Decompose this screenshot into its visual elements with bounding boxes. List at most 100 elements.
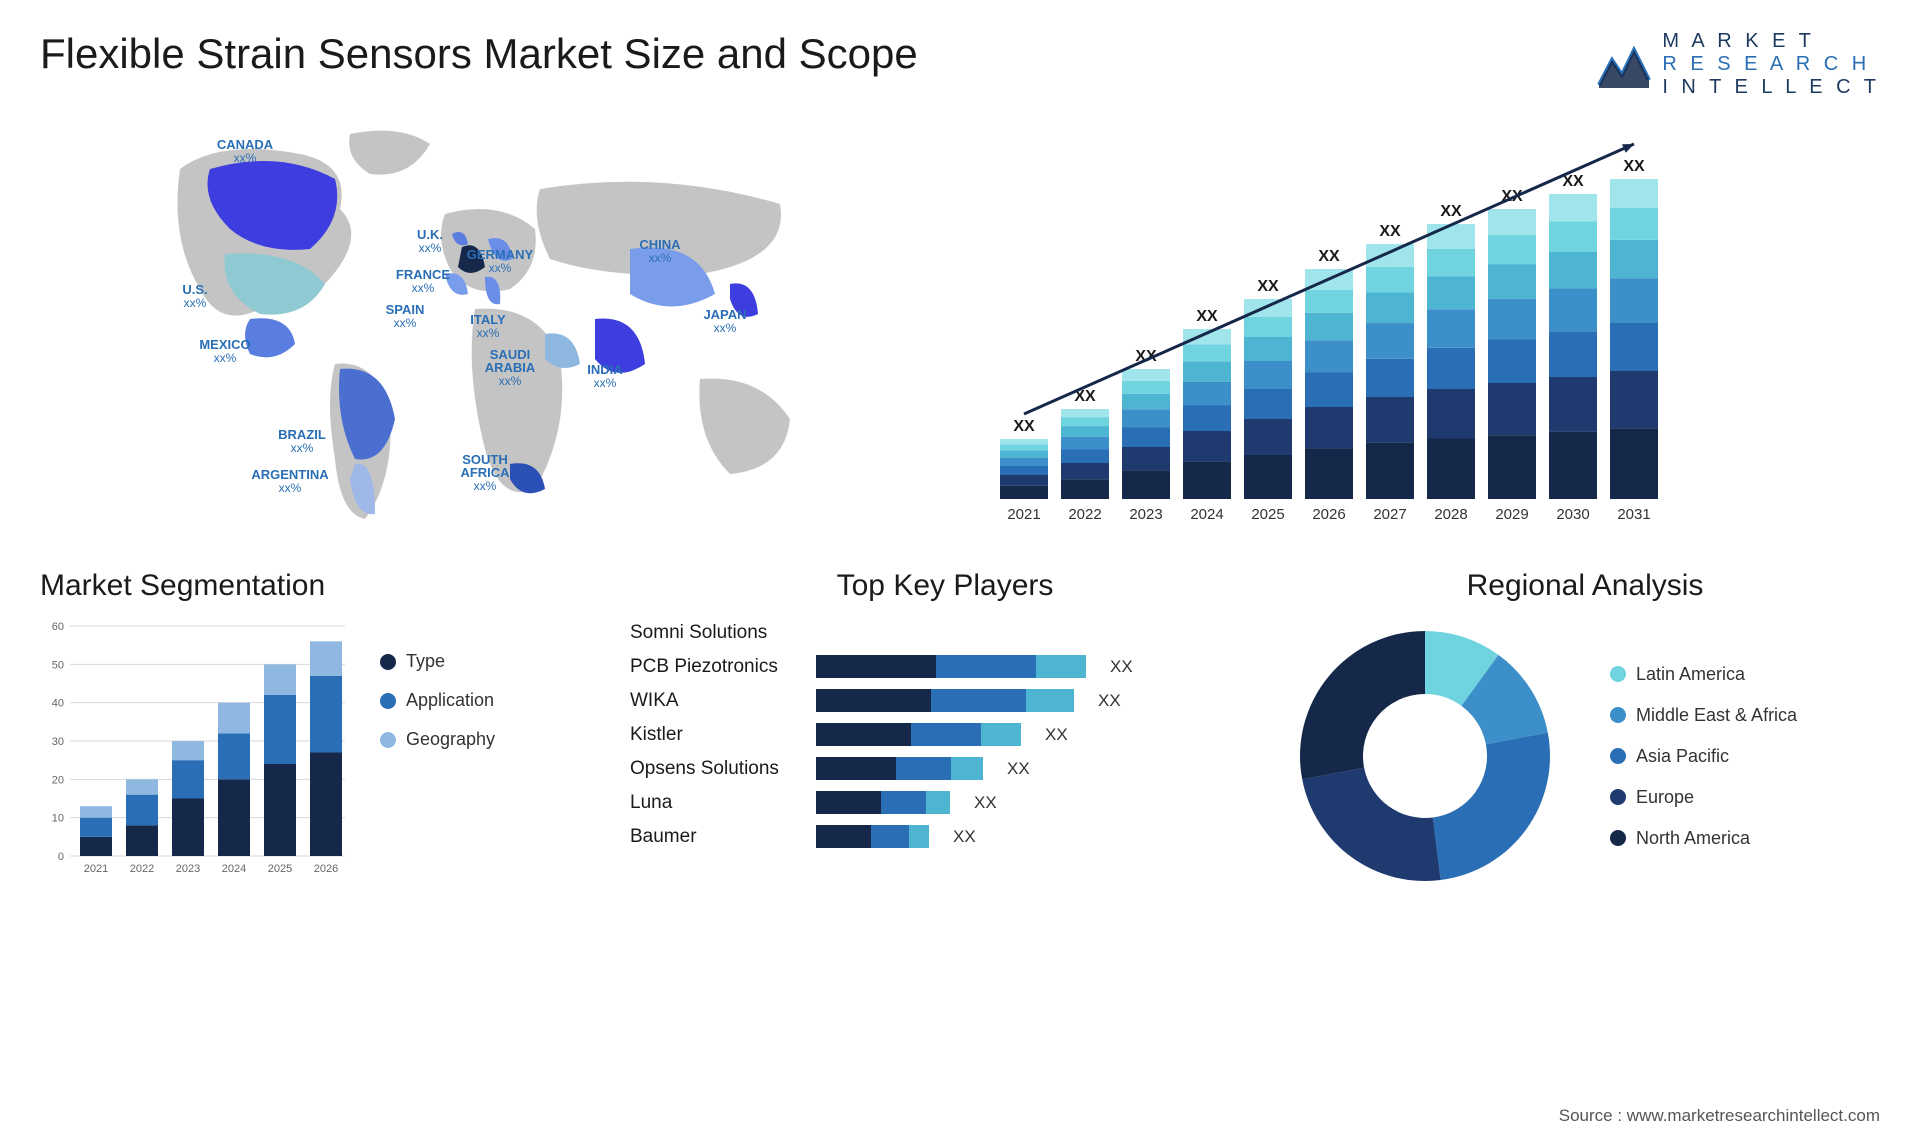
segmentation-bar-chart: 0102030405060202120222023202420252026 (40, 621, 350, 881)
svg-text:xx%: xx% (499, 374, 522, 388)
legend-swatch (1610, 789, 1626, 805)
player-bar-segment (881, 791, 926, 814)
svg-text:2026: 2026 (314, 863, 338, 875)
player-bar-segment (981, 723, 1021, 746)
legend-label: Latin America (1636, 664, 1745, 685)
world-map: CANADAxx%U.S.xx%MEXICOxx%BRAZILxx%ARGENT… (40, 119, 940, 539)
svg-text:FRANCE: FRANCE (396, 267, 450, 282)
player-name: Opsens Solutions (630, 758, 800, 780)
legend-item: Application (380, 690, 495, 711)
legend-label: Application (406, 690, 494, 711)
segmentation-legend: Type Application Geography (380, 621, 495, 881)
svg-text:60: 60 (52, 621, 64, 633)
legend-item: Type (380, 651, 495, 672)
svg-text:GERMANY: GERMANY (467, 247, 534, 262)
player-bar-segment (1026, 689, 1074, 712)
svg-text:XX: XX (1379, 223, 1401, 240)
svg-text:BRAZIL: BRAZIL (278, 427, 326, 442)
segmentation-title: Market Segmentation (40, 569, 600, 603)
regional-title: Regional Analysis (1290, 569, 1880, 603)
player-bar (816, 825, 929, 848)
svg-text:2025: 2025 (268, 863, 292, 875)
player-bar (816, 723, 1021, 746)
svg-text:xx%: xx% (394, 316, 417, 330)
svg-text:CHINA: CHINA (639, 237, 681, 252)
brand-logo: M A R K E T R E S E A R C H I N T E L L … (1594, 30, 1880, 99)
player-name: Kistler (630, 724, 800, 746)
svg-text:U.K.: U.K. (417, 227, 443, 242)
page-title: Flexible Strain Sensors Market Size and … (40, 30, 918, 78)
source-attribution: Source : www.marketresearchintellect.com (1559, 1106, 1880, 1126)
player-row: KistlerXX (630, 723, 1260, 746)
svg-text:SPAIN: SPAIN (386, 302, 425, 317)
legend-label: North America (1636, 828, 1750, 849)
svg-text:40: 40 (52, 698, 64, 710)
player-bar-segment (926, 791, 950, 814)
svg-text:JAPAN: JAPAN (703, 307, 746, 322)
regional-panel: Regional Analysis Latin America Middle Ea… (1290, 569, 1880, 909)
svg-text:2030: 2030 (1556, 506, 1589, 523)
svg-text:xx%: xx% (477, 326, 500, 340)
svg-text:2021: 2021 (1007, 506, 1040, 523)
svg-text:xx%: xx% (234, 151, 257, 165)
svg-text:MEXICO: MEXICO (199, 337, 250, 352)
player-bar-segment (816, 689, 931, 712)
svg-text:XX: XX (1440, 203, 1462, 220)
regional-donut-chart (1290, 621, 1560, 891)
svg-text:ARGENTINA: ARGENTINA (251, 467, 329, 482)
player-name: PCB Piezotronics (630, 656, 800, 678)
legend-label: Europe (1636, 787, 1694, 808)
player-value: XX (953, 827, 976, 847)
player-row: Somni Solutions (630, 621, 1260, 644)
svg-text:xx%: xx% (594, 376, 617, 390)
logo-icon (1594, 40, 1654, 90)
player-row: Luna XX (630, 791, 1260, 814)
svg-text:30: 30 (52, 736, 64, 748)
player-bar-segment (911, 723, 981, 746)
legend-item: North America (1610, 828, 1797, 849)
svg-text:INDIA: INDIA (587, 362, 623, 377)
player-bar-segment (816, 757, 896, 780)
legend-swatch (1610, 830, 1626, 846)
player-value: XX (1098, 691, 1121, 711)
players-title: Top Key Players (630, 569, 1260, 603)
svg-text:2028: 2028 (1434, 506, 1467, 523)
legend-label: Asia Pacific (1636, 746, 1729, 767)
svg-text:2026: 2026 (1312, 506, 1345, 523)
player-bar-segment (896, 757, 951, 780)
player-name: Baumer (630, 826, 800, 848)
svg-text:10: 10 (52, 813, 64, 825)
svg-text:xx%: xx% (714, 321, 737, 335)
legend-item: Latin America (1610, 664, 1797, 685)
legend-item: Geography (380, 729, 495, 750)
svg-text:2024: 2024 (1190, 506, 1223, 523)
player-bar-segment (909, 825, 929, 848)
player-row: PCB PiezotronicsXX (630, 655, 1260, 678)
svg-text:2022: 2022 (1068, 506, 1101, 523)
players-panel: Top Key Players Somni Solutions PCB Piezo… (630, 569, 1260, 909)
player-row: Opsens Solutions XX (630, 757, 1260, 780)
svg-text:XX: XX (1318, 248, 1340, 265)
svg-text:XX: XX (1257, 278, 1279, 295)
svg-text:XX: XX (1013, 418, 1035, 435)
player-row: WIKA XX (630, 689, 1260, 712)
svg-text:2031: 2031 (1617, 506, 1650, 523)
player-bar-segment (931, 689, 1026, 712)
legend-label: Middle East & Africa (1636, 705, 1797, 726)
svg-text:xx%: xx% (291, 441, 314, 455)
svg-text:2021: 2021 (84, 863, 108, 875)
segmentation-panel: Market Segmentation 01020304050602021202… (40, 569, 600, 909)
player-bar-segment (816, 655, 936, 678)
svg-text:xx%: xx% (649, 251, 672, 265)
svg-text:AFRICA: AFRICA (460, 465, 510, 480)
player-value: XX (1007, 759, 1030, 779)
svg-text:ARABIA: ARABIA (485, 360, 536, 375)
legend-item: Europe (1610, 787, 1797, 808)
svg-text:XX: XX (1196, 308, 1218, 325)
legend-swatch (380, 654, 396, 670)
player-name: Luna (630, 792, 800, 814)
player-name: WIKA (630, 690, 800, 712)
growth-chart-panel: XX2021XX2022XX2023XX2024XX2025XX2026XX20… (980, 119, 1880, 539)
svg-text:0: 0 (58, 851, 64, 863)
player-value: XX (974, 793, 997, 813)
